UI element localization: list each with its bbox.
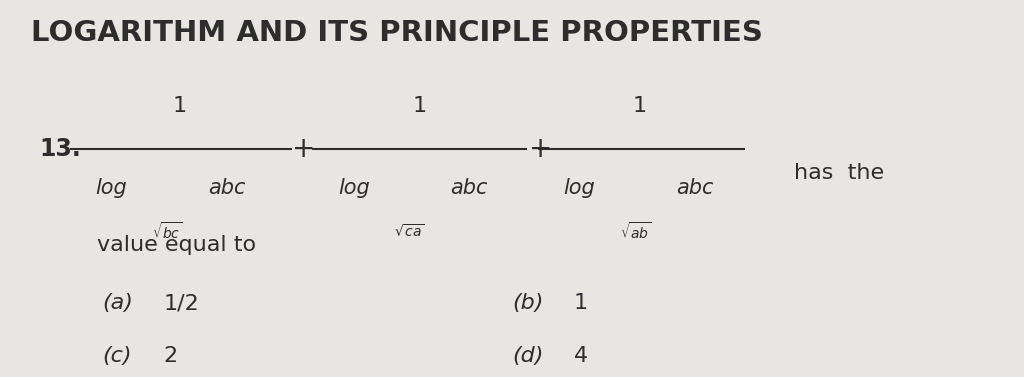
Text: 1: 1: [172, 95, 186, 116]
Text: value equal to: value equal to: [97, 235, 256, 255]
Text: 1: 1: [633, 95, 647, 116]
Text: 13.: 13.: [39, 137, 81, 161]
Text: 1/2: 1/2: [164, 293, 200, 314]
Text: 1: 1: [413, 95, 427, 116]
Text: LOGARITHM AND ITS PRINCIPLE PROPERTIES: LOGARITHM AND ITS PRINCIPLE PROPERTIES: [31, 19, 763, 47]
Text: (b): (b): [512, 293, 544, 314]
Text: +: +: [293, 135, 315, 163]
Text: 1: 1: [573, 293, 588, 314]
Text: abc: abc: [676, 178, 714, 199]
Text: log: log: [338, 178, 370, 199]
Text: (d): (d): [512, 346, 544, 366]
Text: abc: abc: [451, 178, 488, 199]
Text: log: log: [95, 178, 127, 199]
Text: 2: 2: [164, 346, 178, 366]
Text: log: log: [563, 178, 595, 199]
Text: +: +: [529, 135, 552, 163]
Text: $\sqrt{ab}$: $\sqrt{ab}$: [620, 221, 650, 242]
Text: (c): (c): [102, 346, 132, 366]
Text: 4: 4: [573, 346, 588, 366]
Text: $\sqrt{ca}$: $\sqrt{ca}$: [394, 224, 425, 240]
Text: $\sqrt{bc}$: $\sqrt{bc}$: [152, 221, 182, 242]
Text: abc: abc: [208, 178, 246, 199]
Text: (a): (a): [102, 293, 133, 314]
Text: has  the: has the: [794, 163, 884, 184]
